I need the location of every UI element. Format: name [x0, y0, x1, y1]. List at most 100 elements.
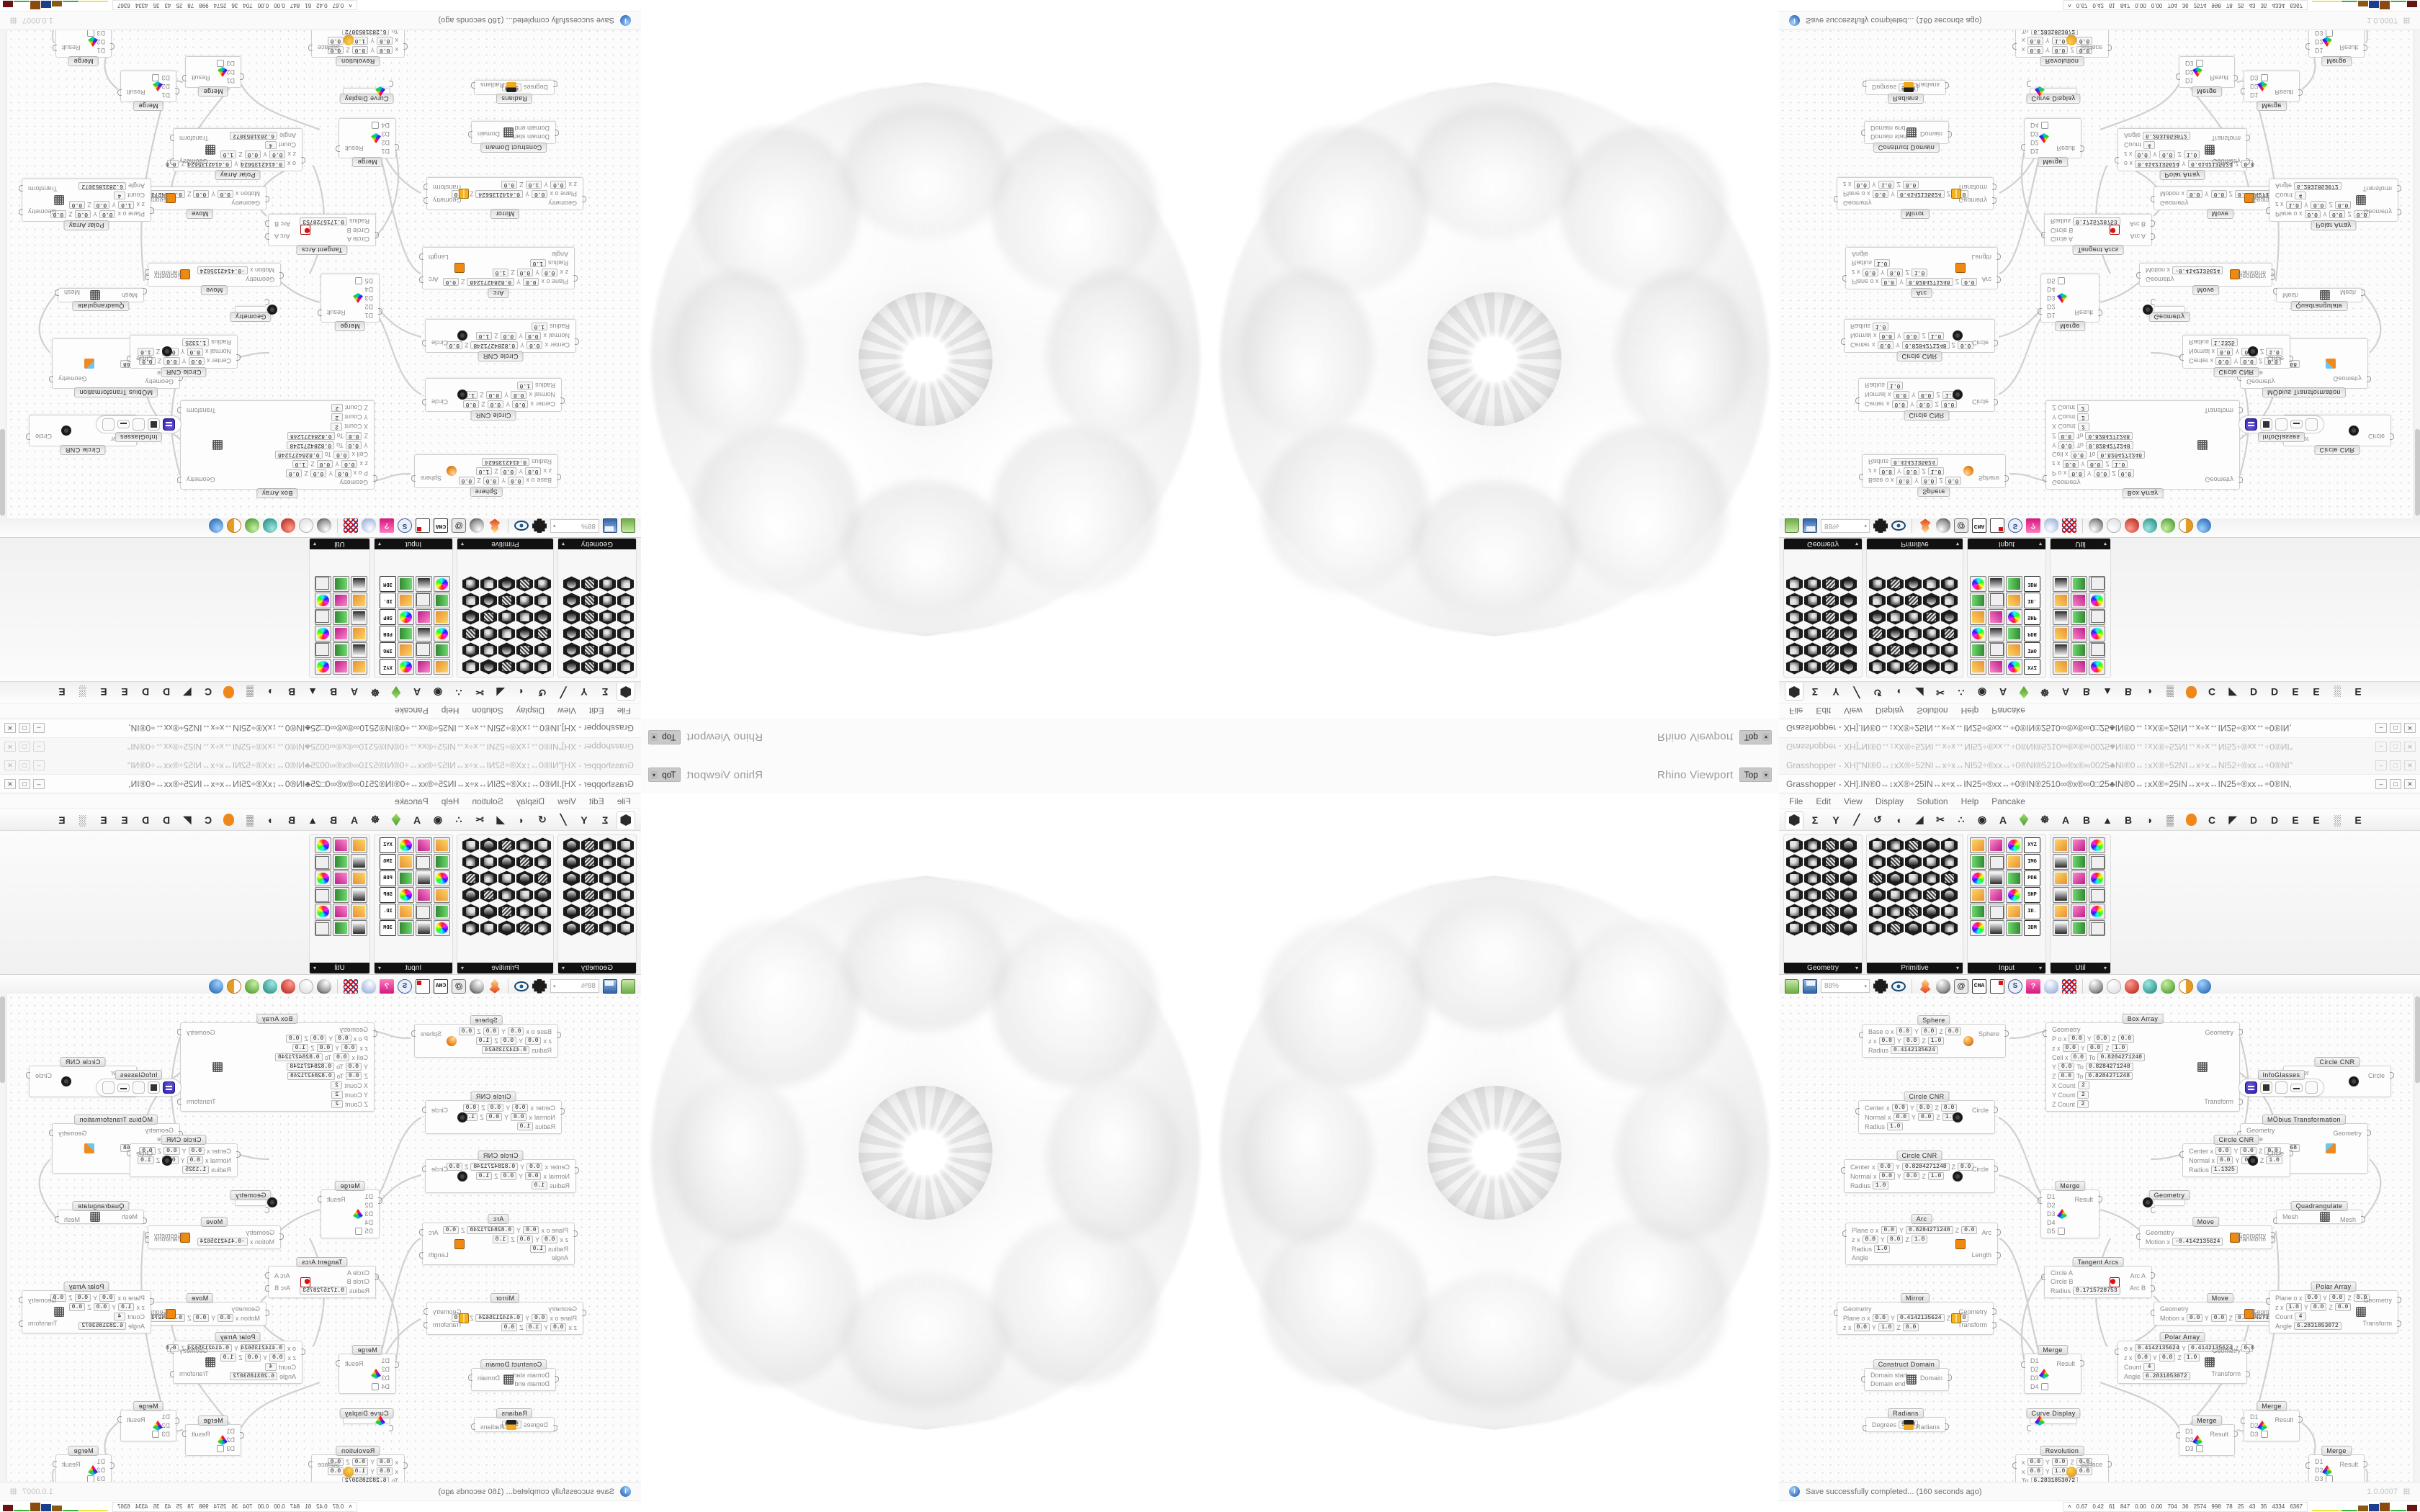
gh-field-value[interactable]: 0.0: [442, 1226, 459, 1234]
gh-field-value[interactable]: 1.0: [525, 181, 542, 189]
component-icon[interactable]: [563, 837, 580, 853]
gh-field-value[interactable]: 0.0: [2093, 469, 2110, 477]
component-icon[interactable]: [516, 920, 533, 936]
input-socket[interactable]: [240, 1432, 244, 1439]
gh-field-value[interactable]: 0.0: [501, 1323, 518, 1331]
ribbon-chicken-tab[interactable]: ◤: [183, 814, 192, 825]
sphere-blue-icon[interactable]: [2197, 978, 2211, 994]
output-socket[interactable]: [2233, 1431, 2238, 1437]
output-socket[interactable]: [336, 145, 340, 152]
component-icon[interactable]: [617, 854, 634, 870]
gh-field-value[interactable]: 0.0: [2070, 1053, 2087, 1061]
ribbon-b-tab[interactable]: B: [329, 814, 338, 826]
canvas-vertical-scrollbar[interactable]: [2414, 30, 2420, 518]
minimize-button[interactable]: –: [2375, 778, 2387, 789]
ribbon-d-tab[interactable]: D: [162, 686, 171, 698]
menu-item-file[interactable]: File: [1789, 706, 1803, 716]
input-socket[interactable]: [573, 1230, 578, 1237]
component-icon[interactable]: [351, 870, 367, 886]
gh-field-value[interactable]: 2: [2077, 404, 2089, 412]
component-icon[interactable]: [1970, 870, 1986, 886]
gh-node-revolution[interactable]: Revolutionx0.0Y0.0Z0.0x0.0Y1.0Z0.0To6.28…: [308, 1446, 408, 1482]
empty-input-toggle[interactable]: [2325, 1475, 2333, 1482]
component-icon[interactable]: [1988, 642, 2004, 658]
spinner-icon[interactable]: ▾: [1864, 523, 1867, 528]
component-icon[interactable]: [581, 887, 598, 903]
output-socket[interactable]: [1948, 1374, 1952, 1381]
ribbon-terrain-tab[interactable]: ▲: [308, 814, 318, 826]
gh-field-value[interactable]: 0.0: [188, 357, 205, 365]
input-socket[interactable]: [2115, 1349, 2119, 1355]
ribbon-e-tab[interactable]: E: [2292, 686, 2299, 698]
gh-node-caption[interactable]: Merge: [2321, 1446, 2352, 1456]
ribbon-kangaroo-tab[interactable]: ☸: [370, 814, 380, 825]
gh-node-caption[interactable]: Move: [200, 285, 228, 295]
gh-field-value[interactable]: 0.0: [462, 400, 480, 408]
gh-field-value[interactable]: 2: [2077, 1081, 2089, 1089]
component-icon[interactable]: [1905, 593, 1922, 608]
gh-field-value[interactable]: 6.2831853072: [341, 30, 390, 35]
spinner-icon[interactable]: ▾: [553, 523, 556, 528]
component-icon[interactable]: [351, 854, 367, 870]
gh-field-value[interactable]: 0.0: [285, 469, 302, 477]
component-icon[interactable]: [333, 659, 349, 675]
component-icon[interactable]: [351, 920, 367, 936]
component-icon[interactable]: [516, 904, 533, 919]
component-icon[interactable]: [462, 837, 479, 853]
gh-field-value[interactable]: 0.4142135624: [1896, 1314, 1945, 1322]
gh-field-value[interactable]: 0.8284271248: [274, 451, 323, 459]
gh-node-caption[interactable]: MÖbius Transformation: [74, 387, 158, 397]
ribbon-intersect-tab[interactable]: ✂: [1936, 687, 1945, 698]
ribbon-panel-label[interactable]: Util ▾: [310, 539, 369, 549]
output-socket[interactable]: [2390, 433, 2394, 440]
component-icon[interactable]: [516, 837, 533, 853]
component-icon[interactable]: [315, 626, 331, 642]
component-icon[interactable]: [1840, 854, 1857, 870]
component-icon[interactable]: [498, 837, 515, 853]
ribbon-panel-label[interactable]: Util ▾: [2051, 963, 2110, 973]
minimize-icon[interactable]: –: [33, 742, 45, 752]
component-icon[interactable]: [516, 854, 533, 870]
gh-field-value[interactable]: 0.0: [1903, 1172, 1920, 1180]
component-icon[interactable]: [1905, 920, 1922, 936]
gh-field-value[interactable]: 0.0: [446, 1163, 462, 1171]
component-icon[interactable]: [534, 920, 551, 936]
input-socket[interactable]: [2136, 1233, 2141, 1240]
gh-node-caption[interactable]: Box Array: [256, 488, 298, 498]
component-icon[interactable]: [333, 576, 349, 592]
component-icon[interactable]: [1804, 837, 1821, 853]
gh-field-value[interactable]: 0.0: [525, 332, 542, 340]
grasshopper-canvas[interactable]: Sphere Base o x 0.0 Y 0.0 Z 0.0 z x 0.0 Y 0.0 Z 1.0 Ra…: [1779, 30, 2420, 518]
ribbon-e3-tab[interactable]: E: [2354, 686, 2362, 698]
gh-field-value[interactable]: 0.0: [335, 1035, 351, 1043]
input-socket[interactable]: [395, 1362, 399, 1368]
gh-field-value[interactable]: 2: [2077, 413, 2089, 421]
ribbon-grid-tab[interactable]: ▒: [2166, 686, 2174, 698]
input-socket[interactable]: [2273, 1218, 2277, 1224]
canvas-vertical-scrollbar[interactable]: [0, 30, 6, 518]
output-socket[interactable]: [1992, 1308, 1996, 1315]
component-icon[interactable]: [2053, 920, 2069, 936]
output-socket-2[interactable]: [2246, 135, 2250, 141]
gh-field-value[interactable]: 0.8284271248: [467, 1226, 515, 1234]
ribbon-b-tab[interactable]: B: [2082, 814, 2091, 826]
preview-eye-icon[interactable]: [1891, 519, 1906, 534]
gh-field-value[interactable]: 0.0: [1853, 181, 1870, 189]
open-file-icon[interactable]: [621, 518, 635, 534]
gh-field-value[interactable]: 1.0: [1927, 332, 1945, 340]
gh-node-move-2[interactable]: Move Geometry Motion x 0.0 Y 0.0 Z 0.8284271248…: [130, 1293, 269, 1326]
gh-field-value[interactable]: 0.4142135624: [475, 190, 524, 198]
ribbon-e2-tab[interactable]: E: [100, 814, 107, 826]
output-socket-2[interactable]: [1992, 184, 1996, 190]
gh-field-value[interactable]: 0.0: [269, 1354, 286, 1362]
gh-node-merge-5[interactable]: Merge D1 D2 D3 Result: [53, 1446, 115, 1482]
gh-node-merge-4[interactable]: Merge D1 D2 D3 Result: [117, 71, 179, 111]
gh-field-value[interactable]: 0.0: [1961, 1226, 1978, 1234]
output-socket[interactable]: [308, 45, 313, 51]
component-icon[interactable]: SHP: [2024, 887, 2040, 903]
component-icon[interactable]: [617, 659, 634, 675]
ribbon-c-tab[interactable]: C: [2208, 814, 2216, 826]
gh-field-value[interactable]: 0.0: [2187, 190, 2202, 198]
component-icon[interactable]: [498, 904, 515, 919]
ribbon-intersect-tab[interactable]: ✂: [475, 687, 484, 698]
